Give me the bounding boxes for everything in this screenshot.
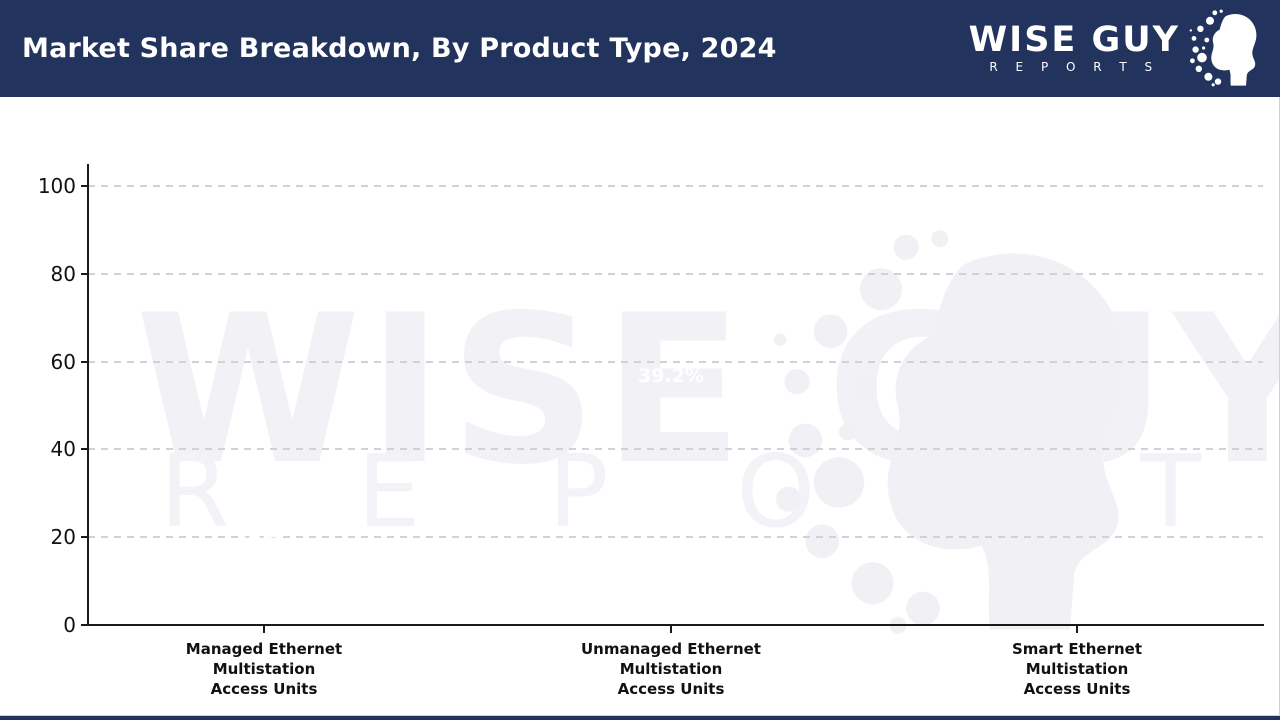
header-bar: Market Share Breakdown, By Product Type,… — [0, 0, 1280, 97]
y-tick-mark-0 — [81, 624, 88, 626]
x-tick-mark-1 — [263, 626, 265, 633]
page-title: Market Share Breakdown, By Product Type,… — [22, 33, 777, 64]
y-tick-mark-40 — [81, 448, 88, 451]
y-tick-mark-80 — [81, 272, 88, 275]
gridline-100 — [88, 185, 1263, 187]
category-label-line: Multistation — [619, 660, 723, 678]
category-label-line: Access Units — [210, 680, 318, 698]
footer-bar — [0, 716, 1280, 720]
category-label-line: Access Units — [1023, 680, 1131, 698]
brand-subname: R E P O R T S — [989, 59, 1160, 74]
brand-name: WISE GUY — [968, 20, 1180, 61]
gridline-40 — [88, 448, 1263, 451]
category-label-3: Smart Ethernet Multistation Access Units — [917, 639, 1237, 699]
y-tick-mark-20 — [81, 536, 88, 539]
brand-logo: WISE GUY R E P O R T S — [969, 6, 1266, 90]
bar-value-label-2: 39.2% — [638, 364, 704, 387]
bar-value-label-3: XX% — [1052, 226, 1102, 249]
category-label-line: Smart Ethernet — [1011, 640, 1143, 658]
gridline-80 — [88, 272, 1263, 275]
x-tick-mark-2 — [670, 626, 672, 633]
y-tick-label-80: 80 — [50, 261, 76, 286]
brand-logo-text: WISE GUY R E P O R T S — [969, 22, 1180, 74]
y-axis-line — [87, 164, 89, 624]
bar-value-label-1: XX% — [239, 532, 289, 555]
category-label-line: Managed Ethernet — [185, 640, 343, 658]
gridline-60 — [88, 360, 1263, 363]
x-tick-mark-3 — [1076, 626, 1078, 633]
category-label-2: Unmanaged Ethernet Multistation Access Uni… — [511, 639, 831, 699]
waterfall-chart: 0 20 40 60 80 100 XX% 39.2% XX% Managed Ethernet M… — [0, 97, 1280, 715]
y-tick-label-0: 0 — [63, 613, 76, 637]
logo-head-icon — [1189, 9, 1257, 87]
category-label-line: Multistation — [212, 660, 316, 678]
footer-divider — [0, 715, 1280, 716]
category-label-line: Unmanaged Ethernet — [581, 640, 761, 658]
category-label-line: Multistation — [1025, 660, 1129, 678]
gridline-20 — [88, 536, 1263, 539]
y-tick-label-60: 60 — [50, 349, 76, 374]
y-tick-mark-60 — [81, 360, 88, 363]
category-label-1: Managed Ethernet Multistation Access Units — [104, 639, 424, 699]
y-tick-label-100: 100 — [37, 174, 76, 198]
y-tick-label-40: 40 — [50, 437, 76, 462]
category-label-line: Access Units — [617, 680, 725, 698]
x-axis-line — [87, 624, 1264, 626]
y-tick-label-20: 20 — [50, 525, 76, 550]
y-tick-mark-100 — [81, 185, 88, 187]
